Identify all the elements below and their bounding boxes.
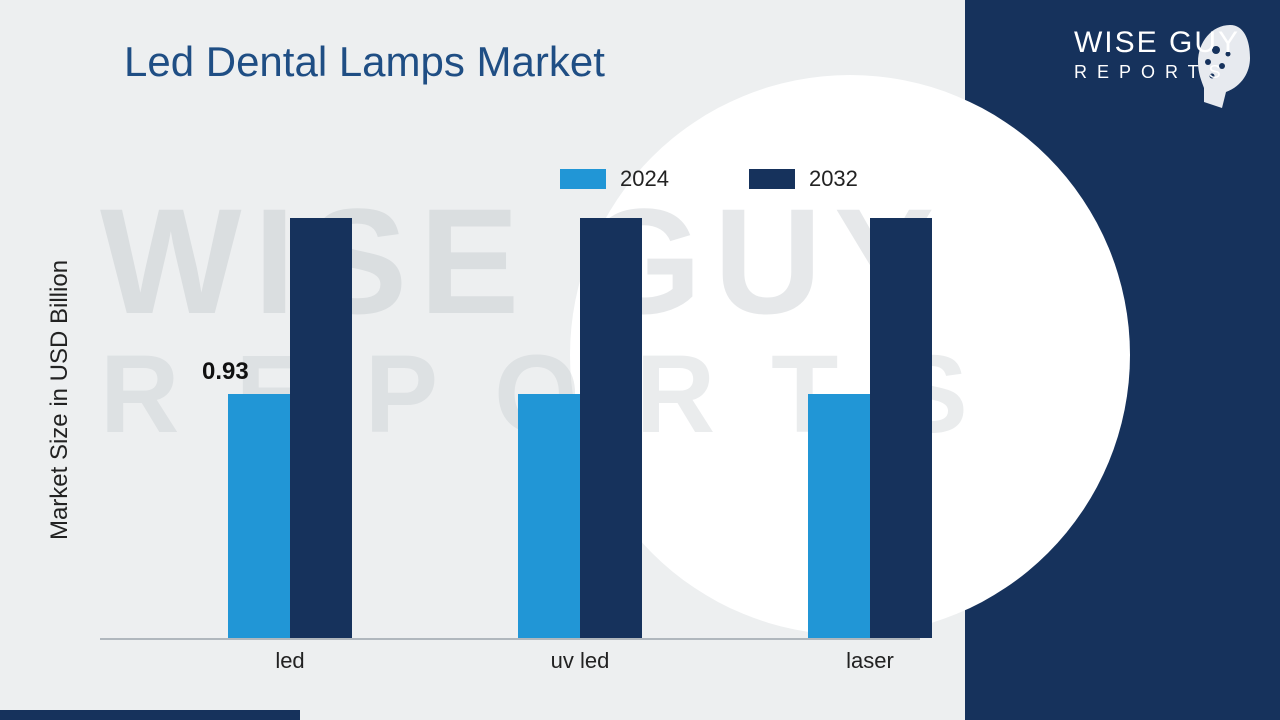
bar-value-label: 0.93 bbox=[202, 358, 249, 386]
legend-item-2024: 2024 bbox=[560, 166, 669, 192]
chart-title: Led Dental Lamps Market bbox=[124, 38, 605, 86]
legend-swatch-2024 bbox=[560, 169, 606, 189]
bar-group: laser bbox=[780, 220, 960, 640]
legend-swatch-2032 bbox=[749, 169, 795, 189]
y-axis-label: Market Size in USD Billion bbox=[46, 260, 74, 540]
x-tick-label: uv led bbox=[490, 648, 670, 674]
legend-label-2032: 2032 bbox=[809, 166, 858, 192]
bar bbox=[870, 218, 932, 638]
brand-logo: WISE GUY REPORTS bbox=[1074, 26, 1240, 83]
plot-area: leduv ledlaser0.93 bbox=[100, 220, 920, 640]
bar bbox=[228, 394, 290, 638]
bar-group: led bbox=[200, 220, 380, 640]
x-tick-label: laser bbox=[780, 648, 960, 674]
legend-item-2032: 2032 bbox=[749, 166, 858, 192]
bottom-strip bbox=[0, 710, 300, 720]
brand-line-2: REPORTS bbox=[1074, 62, 1240, 83]
bar-group: uv led bbox=[490, 220, 670, 640]
bar bbox=[580, 218, 642, 638]
canvas: WISE GUY REPORTS Led Dental Lamps Market… bbox=[0, 0, 1280, 720]
bar bbox=[808, 394, 870, 638]
bar bbox=[290, 218, 352, 638]
brand-line-1: WISE GUY bbox=[1074, 26, 1240, 60]
x-tick-label: led bbox=[200, 648, 380, 674]
bar bbox=[518, 394, 580, 638]
legend-label-2024: 2024 bbox=[620, 166, 669, 192]
legend: 2024 2032 bbox=[560, 166, 858, 192]
